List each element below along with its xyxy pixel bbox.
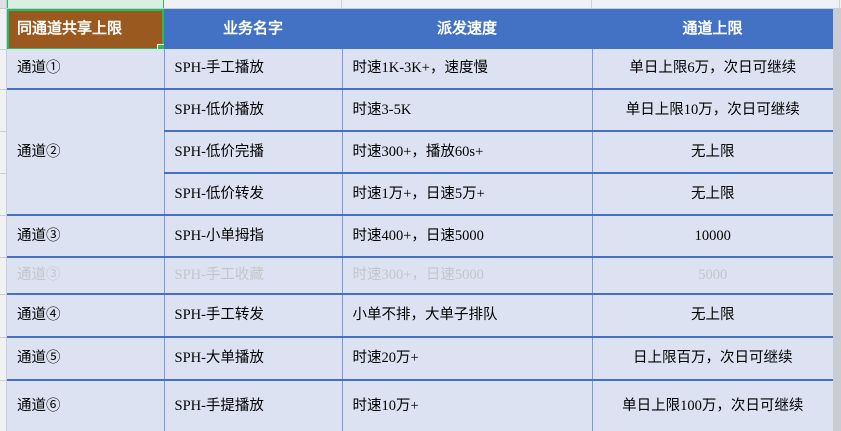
channel-limits-table: 同通道共享上限 业务名字 派发速度 通道上限 通道① SPH-手工播放 时速1 [7,9,833,431]
cell-speed[interactable]: 时速3-5K [342,89,593,132]
cell-speed[interactable]: 时速1K-3K+，速度慢 [342,49,593,90]
table-row: SPH-低价完播 时速300+，播放60s+ 无上限 [7,131,833,174]
cell-limit[interactable]: 日上限百万，次日可继续 [592,337,833,381]
row-tick [0,131,7,132]
column-header-strip [0,0,841,9]
row-tick [0,257,7,258]
header-label-channel-limit: 通道上限 [682,20,743,37]
cell-channel[interactable]: 通道② [7,89,165,216]
row-tick [0,173,7,174]
table-row: 通道③ SPH-小单拇指 时速400+，日速5000 10000 [7,215,833,258]
cell-service[interactable]: SPH-低价完播 [164,131,343,174]
cell-limit[interactable]: 单日上限100万，次日可继续 [592,380,833,431]
table-row: 通道⑤ SPH-大单播放 时速20万+ 日上限百万，次日可继续 [7,337,833,381]
cell-speed[interactable]: 时速400+，日速5000 [342,215,593,258]
header-label-service-name: 业务名字 [222,20,283,37]
row-tick [0,294,7,295]
table-row: 通道⑥ SPH-手提播放 时速10万+ 单日上限100万，次日可继续 [7,380,833,431]
header-cell-channel-limit[interactable]: 通道上限 [592,9,833,49]
column-header-a[interactable] [7,0,164,8]
cell-service[interactable]: SPH-低价转发 [164,173,343,216]
cell-limit[interactable]: 无上限 [592,131,833,174]
cell-service[interactable]: SPH-手提播放 [164,380,343,431]
cell-channel[interactable]: 通道③ [7,215,165,258]
cell-service[interactable]: SPH-大单播放 [164,337,343,381]
fill-handle[interactable] [157,44,164,49]
column-header-c[interactable] [342,0,592,8]
column-header-d[interactable] [592,0,840,8]
table-row-disabled: 通道③ SPH-手工收藏 时速300+，日速5000 5000 [7,257,833,295]
header-cell-dispatch-speed[interactable]: 派发速度 [342,9,592,49]
table-row: SPH-低价转发 时速1万+，日速5万+ 无上限 [7,173,833,216]
row-tick [0,337,7,338]
cell-service[interactable]: SPH-手工收藏 [164,257,343,295]
cell-speed[interactable]: 时速20万+ [342,337,593,381]
cell-channel[interactable]: 通道① [7,49,165,90]
cell-limit[interactable]: 10000 [592,215,833,258]
row-tick [0,49,7,50]
header-cell-shared-limit[interactable]: 同通道共享上限 [7,9,164,49]
cell-channel[interactable]: 通道④ [7,294,165,338]
row-tick [0,380,7,381]
column-header-b[interactable] [164,0,342,8]
cell-limit[interactable]: 单日上限6万，次日可继续 [592,49,833,90]
cell-service[interactable]: SPH-低价播放 [164,89,343,132]
header-label-dispatch-speed: 派发速度 [436,20,497,37]
table-row: 通道④ SPH-手工转发 小单不排，大单子排队 无上限 [7,294,833,338]
select-all-corner[interactable] [0,0,7,8]
cell-service[interactable]: SPH-手工转发 [164,294,343,338]
header-label-shared-limit: 同通道共享上限 [17,20,123,37]
cell-channel[interactable]: 通道⑥ [7,380,165,431]
cell-service[interactable]: SPH-手工播放 [164,49,343,90]
cell-speed[interactable]: 时速10万+ [342,380,593,431]
row-tick [0,89,7,90]
cell-speed[interactable]: 时速300+，播放60s+ [342,131,593,174]
cell-limit[interactable]: 无上限 [592,173,833,216]
row-tick [0,215,7,216]
row-header-gutter[interactable] [0,9,7,431]
cell-speed[interactable]: 时速1万+，日速5万+ [342,173,593,216]
cell-limit[interactable]: 5000 [592,257,833,295]
right-edge-strip [833,9,841,431]
cell-limit[interactable]: 单日上限10万，次日可继续 [592,89,833,132]
cell-channel[interactable]: 通道③ [7,257,165,295]
table-row: 通道① SPH-手工播放 时速1K-3K+，速度慢 单日上限6万，次日可继续 [7,49,833,90]
cell-limit[interactable]: 无上限 [592,294,833,338]
cell-service[interactable]: SPH-小单拇指 [164,215,343,258]
table-header-row: 同通道共享上限 业务名字 派发速度 通道上限 [7,9,833,49]
cell-speed[interactable]: 时速300+，日速5000 [342,257,593,295]
cell-speed[interactable]: 小单不排，大单子排队 [342,294,593,338]
table-row: 通道② SPH-低价播放 时速3-5K 单日上限10万，次日可继续 [7,89,833,216]
cell-channel[interactable]: 通道⑤ [7,337,165,381]
header-cell-service-name[interactable]: 业务名字 [164,9,342,49]
